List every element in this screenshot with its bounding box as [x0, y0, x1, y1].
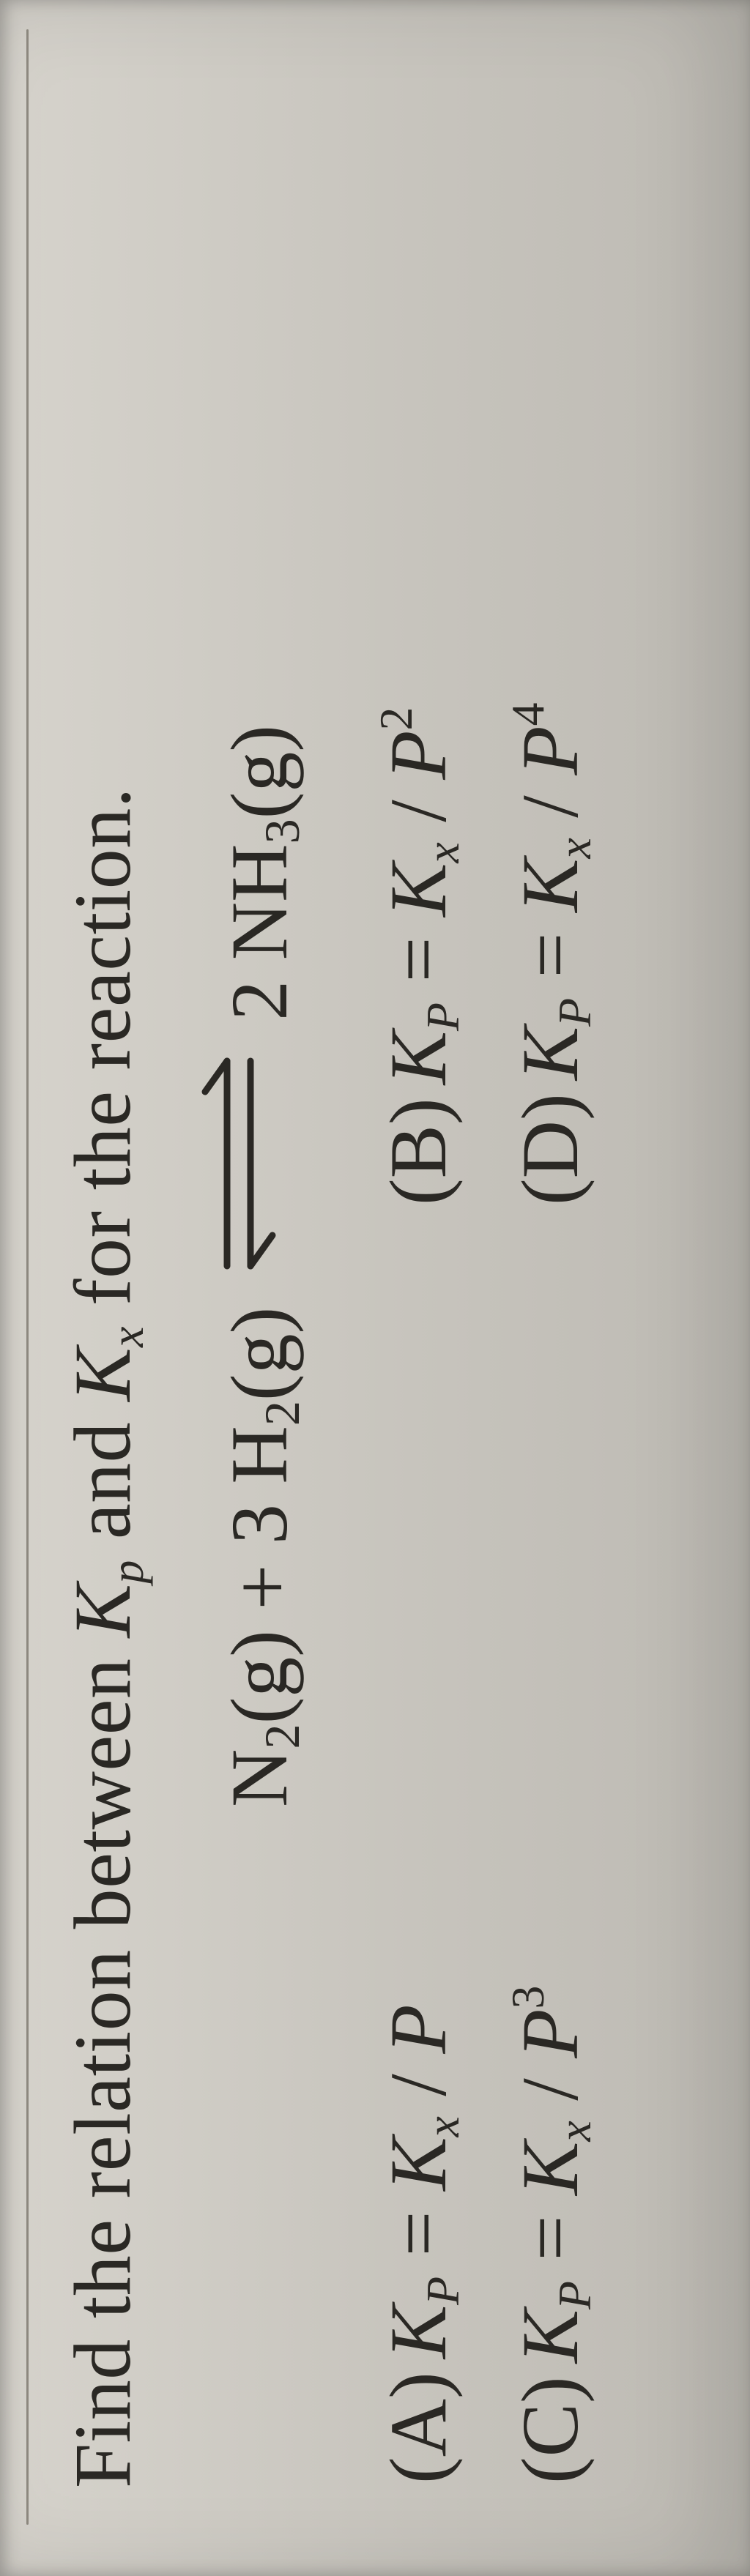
option-a-kp-base: K	[374, 2305, 463, 2359]
option-b-kx-base: K	[374, 863, 463, 917]
option-b-label: (B)	[370, 1098, 467, 1205]
option-b-kp-base: K	[374, 1031, 463, 1084]
option-d-p: P	[505, 726, 595, 775]
h2-coef: 3	[215, 1484, 304, 1545]
kp-symbol: Kp	[58, 1539, 147, 1637]
h2-phase: (g)	[215, 1307, 304, 1401]
option-a-slash: /	[374, 2054, 463, 2117]
option-c-sup: 3	[502, 1986, 554, 2009]
option-c-kx-base: K	[505, 2142, 595, 2195]
option-d-slash: /	[505, 775, 595, 838]
nh3-term: 2 NH3(g)	[215, 725, 310, 1021]
option-b: (B) KP = Kx / P2	[368, 44, 471, 1205]
reaction-equation: N2(g) + 3 H2(g)	[193, 44, 310, 2488]
n2-term: N2(g)	[215, 1630, 310, 1807]
equilibrium-arrow-icon	[193, 1054, 281, 1273]
option-b-kp-sub: P	[417, 1002, 469, 1031]
option-c-kp-sub: P	[549, 2281, 601, 2309]
n2-base: N	[215, 1749, 304, 1807]
option-d-eq: =	[505, 912, 595, 998]
option-a-expr: KP = Kx / P	[368, 2004, 471, 2359]
plus: +	[218, 1565, 307, 1610]
option-a-kx-sub: x	[417, 2116, 469, 2137]
option-c-kx-sub: x	[549, 2121, 601, 2141]
option-a-kp-sub: P	[417, 2277, 469, 2305]
option-b-p: P	[374, 730, 463, 779]
kx-base: K	[58, 1347, 147, 1401]
nh3-phase: (g)	[215, 725, 304, 819]
option-a-p: P	[374, 2004, 463, 2053]
option-c-label: (C)	[502, 2376, 598, 2484]
option-a-eq: =	[374, 2191, 463, 2277]
nh3-coef: 2	[215, 960, 304, 1021]
option-d-sup: 4	[502, 703, 554, 726]
option-c-kp-base: K	[505, 2309, 595, 2363]
n2-sub: 2	[254, 1724, 310, 1749]
kp-sub: p	[101, 1560, 153, 1583]
kp-base: K	[58, 1584, 147, 1638]
nh3-sub: 3	[254, 819, 310, 844]
option-b-sup: 2	[370, 707, 422, 731]
option-d-kp-base: K	[505, 1027, 595, 1080]
options-grid: (A) KP = Kx / P (B) KP = Kx / P2 (C) KP …	[368, 44, 604, 2488]
kx-sub: x	[101, 1326, 153, 1347]
kx-symbol: Kx	[58, 1306, 147, 1401]
option-d-kx-base: K	[505, 859, 595, 912]
option-d-kx-sub: x	[549, 838, 601, 858]
option-c-eq: =	[505, 2195, 595, 2281]
option-a: (A) KP = Kx / P	[368, 1322, 471, 2484]
option-d-kp-sub: P	[549, 998, 601, 1027]
n2-phase: (g)	[215, 1630, 304, 1724]
option-b-expr: KP = Kx / P2	[368, 707, 471, 1085]
prompt-before: Find the relation between	[58, 1637, 147, 2488]
prompt-after: for the reaction.	[58, 787, 147, 1306]
h2-sub: 2	[254, 1401, 310, 1426]
option-b-eq: =	[374, 917, 463, 1002]
option-d-expr: KP = Kx / P4	[500, 703, 603, 1081]
h2-base: H	[215, 1426, 304, 1484]
nh3-base: NH	[215, 844, 304, 960]
question-prompt: Find the relation between Kp and Kx for …	[53, 44, 157, 2488]
option-c-expr: KP = Kx / P3	[500, 1986, 603, 2364]
option-b-slash: /	[374, 780, 463, 843]
option-b-kx-sub: x	[417, 842, 469, 863]
option-c-slash: /	[505, 2058, 595, 2121]
option-c-p: P	[505, 2009, 595, 2058]
option-d: (D) KP = Kx / P4	[500, 44, 603, 1205]
option-c: (C) KP = Kx / P3	[500, 1322, 603, 2484]
prompt-mid: and	[58, 1401, 147, 1539]
h2-term: 3 H2(g)	[215, 1307, 310, 1544]
option-a-label: (A)	[370, 2372, 467, 2484]
option-d-label: (D)	[502, 1093, 598, 1205]
option-a-kx-base: K	[374, 2137, 463, 2191]
